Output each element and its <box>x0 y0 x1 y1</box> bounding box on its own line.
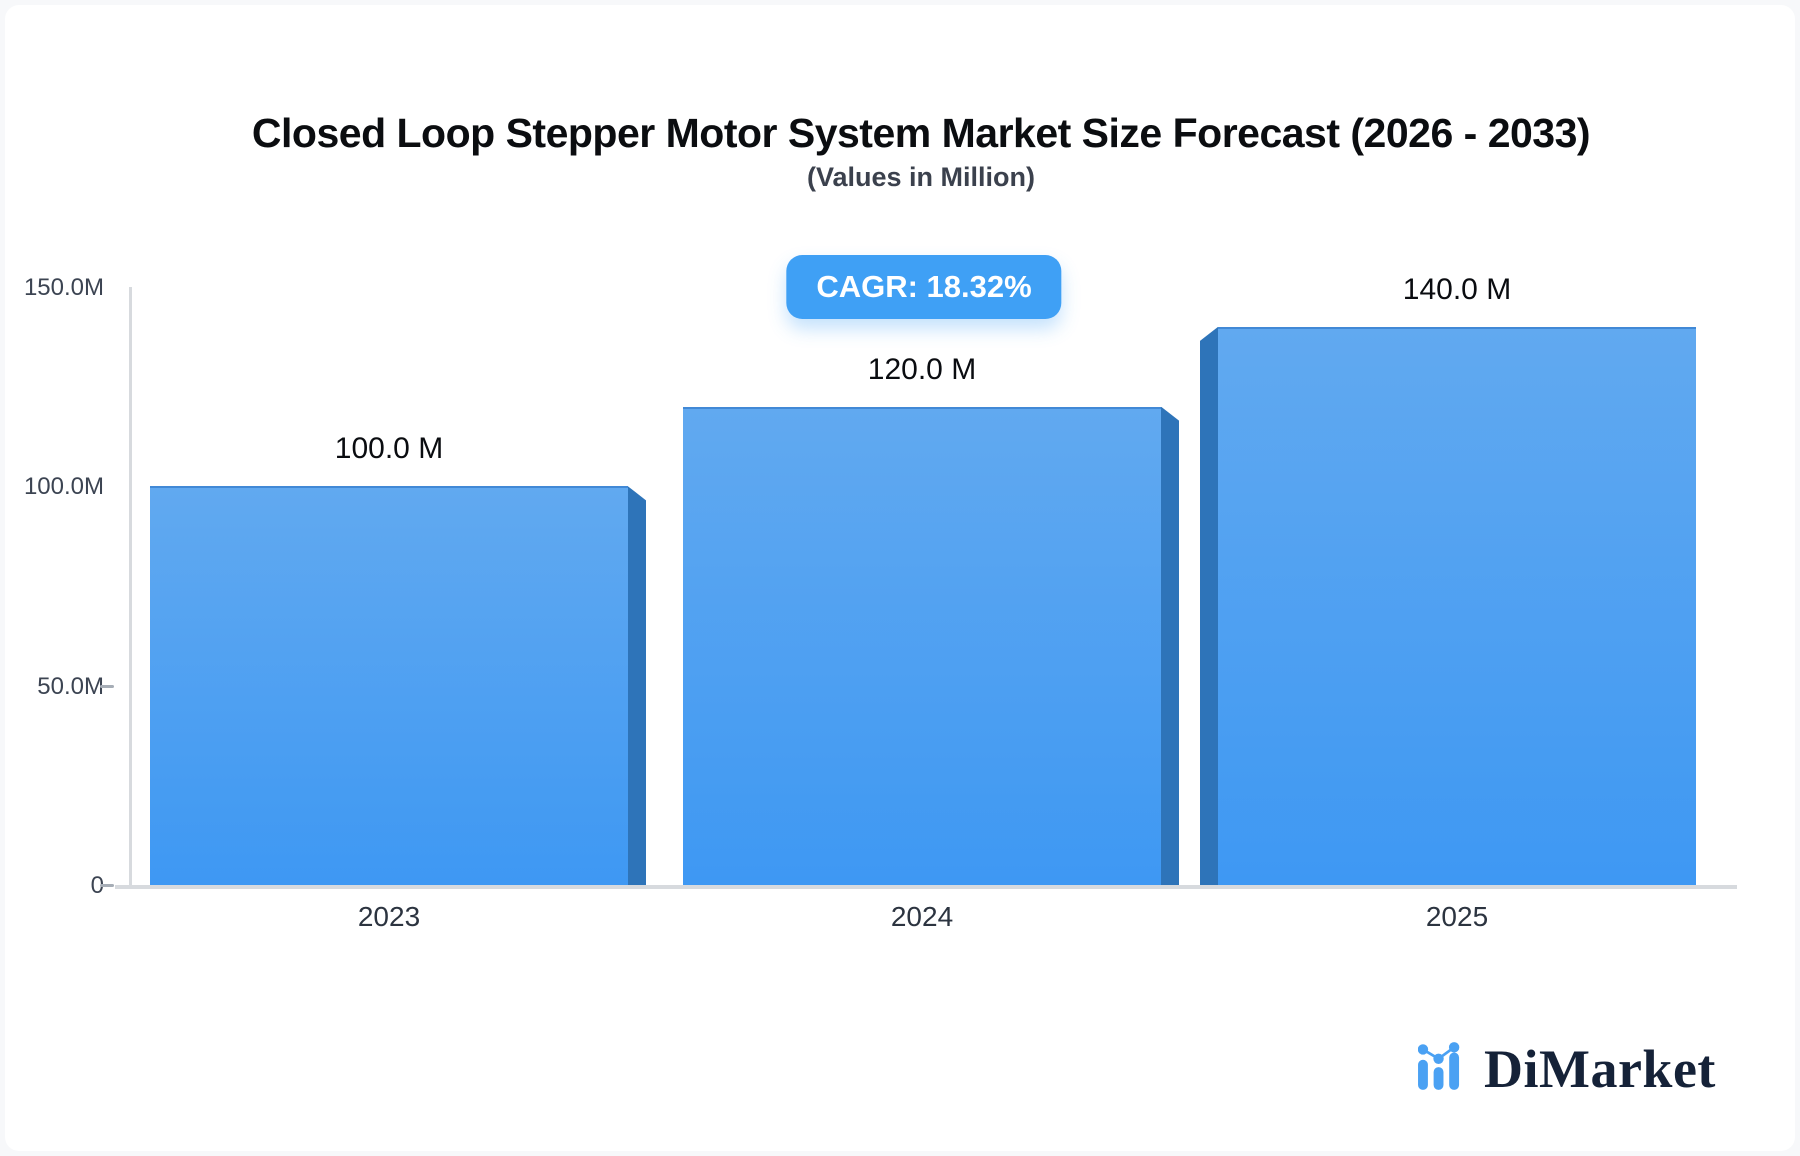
y-tick-label: 100.0M <box>23 473 104 501</box>
bar-3d-side <box>1161 406 1179 885</box>
x-tick-label: 2024 <box>890 901 954 932</box>
chart-subtitle: (Values in Million) <box>806 162 1036 192</box>
x-tick-label: 2025 <box>1425 901 1489 932</box>
brand-logo: DiMarket <box>1418 1038 1716 1099</box>
y-tick-mark <box>100 884 114 887</box>
bar-value-label: 120.0 M <box>867 352 977 386</box>
chart-title: Closed Loop Stepper Motor System Market … <box>251 110 1591 156</box>
bar-value-label: 100.0 M <box>334 432 444 466</box>
bar-2023 <box>150 486 628 885</box>
bar-value-label: 140.0 M <box>1402 272 1512 306</box>
bar-3d-side <box>1200 326 1218 885</box>
bar-2025 <box>1218 326 1696 885</box>
cagr-badge: CAGR: 18.32% <box>786 255 1062 319</box>
y-tick-label: 0 <box>90 872 104 899</box>
x-axis-line <box>115 885 1737 889</box>
bar-2024 <box>683 406 1161 885</box>
y-tick-label: 50.0M <box>37 672 104 700</box>
dimarket-bar-chart-icon <box>1418 1038 1470 1092</box>
y-axis-line <box>129 287 132 889</box>
bar-3d-side <box>628 486 646 885</box>
brand-name: DiMarket <box>1484 1038 1716 1099</box>
y-tick-mark <box>100 684 114 688</box>
x-tick-label: 2023 <box>357 901 421 932</box>
y-tick-label: 150.0M <box>23 274 104 301</box>
